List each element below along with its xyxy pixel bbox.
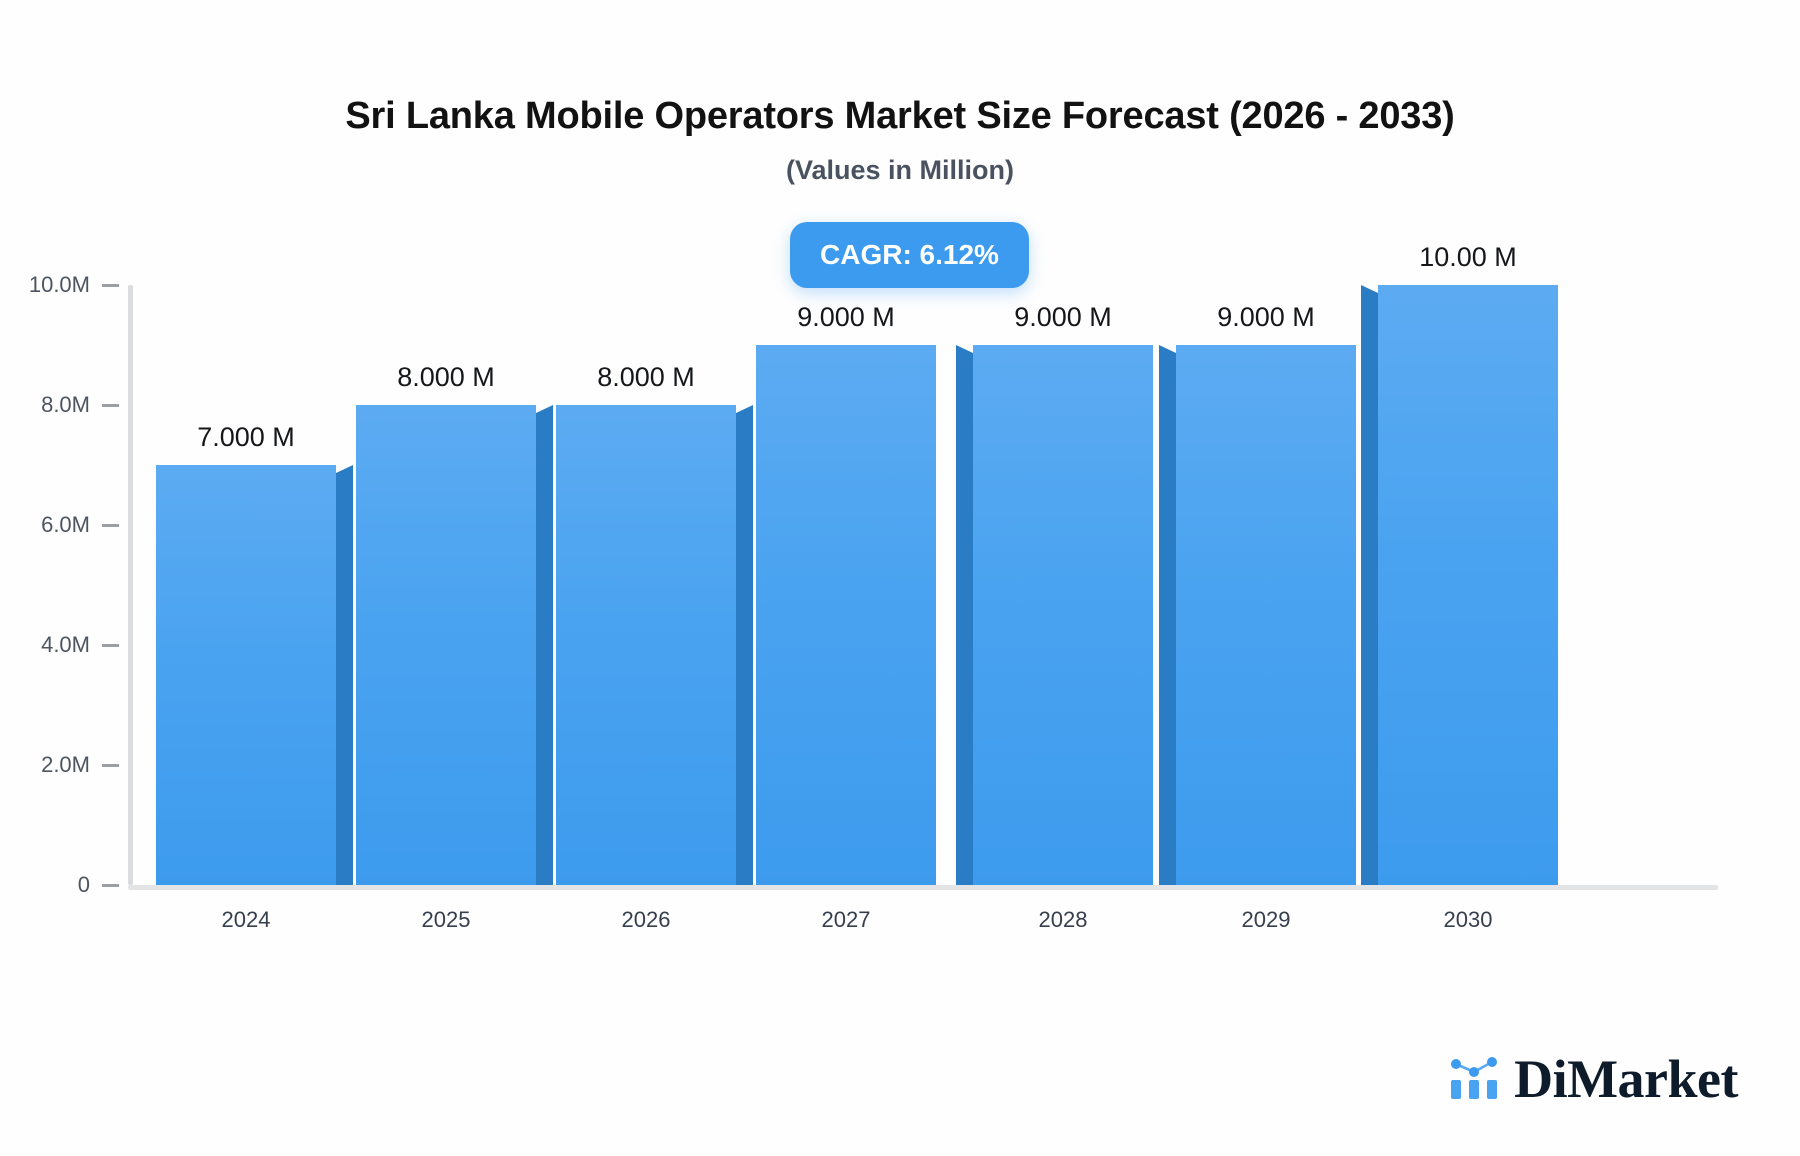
bar-chart-dots-icon (1448, 1053, 1500, 1106)
x-axis-label-2030: 2030 (1443, 907, 1493, 932)
bar-side-panel (536, 405, 553, 885)
bar-2028[interactable] (956, 345, 1153, 885)
y-tick-mark (102, 763, 119, 767)
bar-face (1378, 285, 1558, 885)
bar-side-panel (1361, 285, 1378, 885)
x-axis-label-2024: 2024 (221, 907, 271, 932)
brand-name: DiMarket (1514, 1049, 1738, 1109)
bar-face (756, 345, 936, 885)
y-tick-label: 10.0M (28, 272, 90, 297)
bar-side-panel (336, 465, 353, 885)
bar-group-2024[interactable]: 7.000 M 2024 (156, 285, 353, 932)
bar-group-2027[interactable]: 9.000 M 2027 (756, 285, 936, 932)
bar-value-label: 8.000 M (597, 362, 695, 392)
y-tick-mark (102, 523, 119, 527)
chart-title: Sri Lanka Mobile Operators Market Size F… (345, 95, 1455, 137)
x-axis-label-2025: 2025 (421, 907, 471, 932)
bar-face (556, 405, 736, 885)
y-tick-label: 8.0M (41, 392, 90, 417)
y-tick-5: 0 (0, 872, 128, 898)
y-tick-label: 6.0M (41, 512, 90, 537)
brand-logo: DiMarket (1448, 1052, 1738, 1106)
y-tick-label: 0 (77, 872, 90, 897)
y-tick-1: 8.0M (0, 392, 128, 418)
bar-group-2025[interactable]: 8.000 M 2025 (356, 285, 553, 932)
bar-side-panel (736, 405, 753, 885)
bar-value-label: 9.000 M (1217, 302, 1315, 332)
bar-value-label: 10.00 M (1419, 242, 1517, 272)
plot-area: 10.0M 8.0M 6.0M 4.0M 2.0M 0 7.000 M (29, 242, 1718, 932)
bar-group-2030[interactable]: 10.00 M 2030 (1361, 242, 1558, 932)
cagr-badge: CAGR: 6.12% (790, 222, 1029, 288)
title-block: Sri Lanka Mobile Operators Market Size F… (0, 95, 1800, 186)
x-axis-label-2027: 2027 (821, 907, 871, 932)
bar-group-2029[interactable]: 9.000 M 2029 (1159, 285, 1356, 932)
bar-side-panel (1159, 345, 1176, 885)
x-axis-line (128, 885, 1718, 890)
y-tick-2: 6.0M (0, 512, 128, 538)
y-tick-label: 2.0M (41, 752, 90, 777)
bar-series: 7.000 M 2024 8.000 M 2025 8.000 M (128, 242, 1718, 932)
y-tick-4: 2.0M (0, 752, 128, 778)
bar-side-panel (956, 345, 973, 885)
bar-2027[interactable] (756, 345, 936, 885)
bar-2026[interactable] (556, 405, 753, 885)
x-axis-label-2026: 2026 (621, 907, 671, 932)
y-tick-mark (102, 883, 119, 887)
bar-face (1176, 345, 1356, 885)
bar-2025[interactable] (356, 405, 553, 885)
bar-2029[interactable] (1159, 345, 1356, 885)
bar-face (973, 345, 1153, 885)
y-tick-3: 4.0M (0, 632, 128, 658)
chart-subtitle: (Values in Million) (785, 154, 1015, 185)
y-axis-line (128, 285, 133, 885)
bar-value-label: 9.000 M (797, 302, 895, 332)
bar-value-label: 7.000 M (197, 422, 295, 452)
bar-face (156, 465, 336, 885)
x-axis-label-2029: 2029 (1241, 907, 1291, 932)
bar-face (356, 405, 536, 885)
bar-2024[interactable] (156, 465, 353, 885)
y-tick-mark (102, 403, 119, 407)
x-axis-label-2028: 2028 (1038, 907, 1088, 932)
bar-group-2028[interactable]: 9.000 M 2028 (956, 285, 1153, 932)
y-tick-mark (102, 643, 119, 647)
bar-value-label: 9.000 M (1014, 302, 1112, 332)
bar-2030[interactable] (1361, 285, 1558, 885)
bar-group-2026[interactable]: 8.000 M 2026 (556, 285, 753, 932)
y-tick-label: 4.0M (41, 632, 90, 657)
y-tick-0: 10.0M (0, 272, 128, 298)
y-tick-mark (102, 283, 119, 287)
bar-value-label: 8.000 M (397, 362, 495, 392)
